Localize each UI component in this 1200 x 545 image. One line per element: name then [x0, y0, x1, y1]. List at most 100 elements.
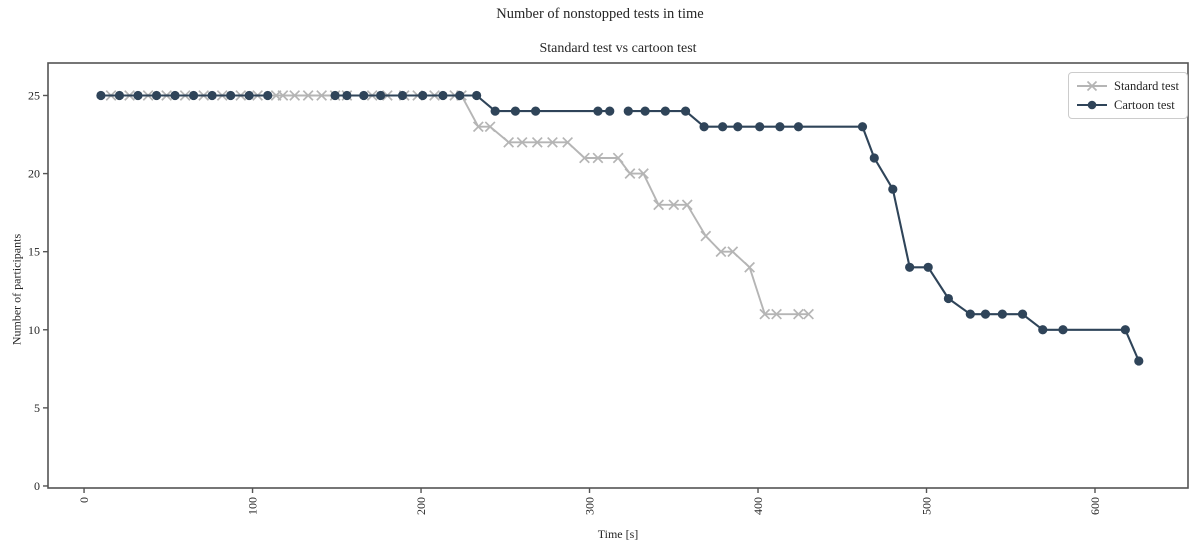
data-point-marker [302, 90, 314, 101]
data-point-marker [624, 168, 636, 179]
y-tick-label: 25 [28, 88, 40, 102]
x-tick-label: 600 [1088, 497, 1102, 515]
data-point-marker [1134, 356, 1144, 366]
data-point-marker [592, 152, 604, 164]
data-point-marker [775, 122, 785, 132]
data-point-marker [793, 308, 804, 320]
data-point-marker [516, 136, 528, 148]
data-point-marker [114, 90, 125, 101]
data-point-marker [133, 90, 143, 101]
y-tick-label: 10 [28, 323, 40, 337]
data-point-marker [681, 199, 693, 211]
y-tick-label: 20 [28, 167, 40, 181]
x-tick-label: 100 [246, 497, 260, 515]
data-point-marker [1038, 325, 1048, 335]
data-point-marker [638, 168, 649, 179]
data-point-marker [330, 90, 340, 101]
data-point-marker [531, 136, 543, 148]
data-point-marker [923, 262, 933, 272]
data-point-marker [727, 246, 739, 258]
data-point-marker [579, 152, 590, 164]
data-point-marker [905, 262, 915, 272]
y-tick-label: 0 [34, 479, 40, 493]
legend-item-cartoon-test: Cartoon test [1076, 96, 1179, 114]
plot-border [47, 62, 1189, 489]
data-point-marker [484, 121, 496, 133]
data-point-marker [472, 90, 482, 101]
data-point-marker [510, 106, 520, 116]
data-point-marker [640, 106, 650, 116]
legend-label-cartoon-test: Cartoon test [1114, 97, 1175, 112]
data-point-marker [857, 122, 868, 132]
data-point-marker [316, 90, 328, 101]
data-point-marker [965, 309, 975, 319]
data-point-marker [342, 90, 352, 101]
data-point-marker [612, 152, 624, 164]
data-point-marker [151, 90, 162, 101]
data-point-marker [605, 106, 615, 116]
data-point-marker [562, 136, 574, 148]
data-point-marker [715, 246, 727, 258]
data-point-marker [277, 90, 289, 101]
data-point-marker [623, 106, 633, 116]
data-point-marker [593, 106, 603, 116]
chart-subtitle: Standard test vs cartoon test [539, 41, 697, 56]
data-point-marker [700, 230, 712, 242]
data-point-marker [668, 199, 680, 211]
data-point-marker [1058, 325, 1068, 335]
data-point-marker [472, 121, 484, 133]
data-point-marker [997, 309, 1007, 319]
legend: Standard test Cartoon test [1068, 72, 1188, 119]
data-point-marker [653, 199, 665, 211]
data-point-marker [980, 309, 991, 319]
data-point-marker [733, 122, 743, 132]
data-point-marker [96, 90, 106, 101]
data-point-marker [699, 122, 709, 132]
x-tick-label: 300 [583, 497, 597, 515]
cartoon-test-series [96, 90, 1144, 366]
data-point-marker [490, 106, 500, 116]
cartoon-test-line-sample [1077, 100, 1107, 110]
chart-title: Number of nonstopped tests in time [496, 6, 704, 22]
x-tick-label: 0 [77, 497, 91, 503]
data-point-marker [397, 90, 408, 101]
x-tick-label: 200 [414, 497, 428, 515]
data-point-marker [680, 106, 691, 116]
legend-sample-marker [1086, 80, 1098, 92]
data-point-marker [793, 122, 804, 132]
data-point-marker [359, 90, 369, 101]
data-point-marker [660, 106, 670, 116]
data-point-marker [888, 184, 898, 194]
data-point-marker [263, 90, 273, 101]
data-point-marker [188, 90, 199, 101]
data-point-marker [375, 90, 386, 101]
data-point-marker [170, 90, 180, 101]
data-point-marker [803, 308, 814, 320]
data-point-marker [438, 90, 448, 101]
legend-label-standard-test: Standard test [1114, 78, 1179, 93]
legend-item-standard-test: Standard test [1076, 77, 1179, 95]
data-point-marker [755, 122, 765, 132]
data-point-marker [771, 308, 782, 320]
x-tick-label: 400 [751, 497, 765, 515]
data-point-marker [244, 90, 254, 101]
data-point-marker [455, 90, 465, 101]
x-tick-label: 500 [920, 497, 934, 515]
data-point-marker [503, 136, 515, 148]
y-tick-label: 15 [28, 245, 40, 259]
data-point-marker [226, 90, 236, 101]
data-point-marker [289, 90, 301, 101]
y-tick-label: 5 [34, 401, 40, 415]
legend-sample-marker [1087, 100, 1097, 110]
data-point-marker [547, 136, 558, 148]
y-axis-label: Number of participants [9, 233, 24, 346]
series-line [334, 94, 611, 113]
data-point-marker [718, 122, 728, 132]
data-point-marker [759, 308, 771, 320]
data-point-marker [869, 153, 879, 163]
x-axis-label: Time [s] [597, 527, 639, 541]
data-point-marker [1120, 325, 1130, 335]
data-point-marker [531, 106, 541, 116]
